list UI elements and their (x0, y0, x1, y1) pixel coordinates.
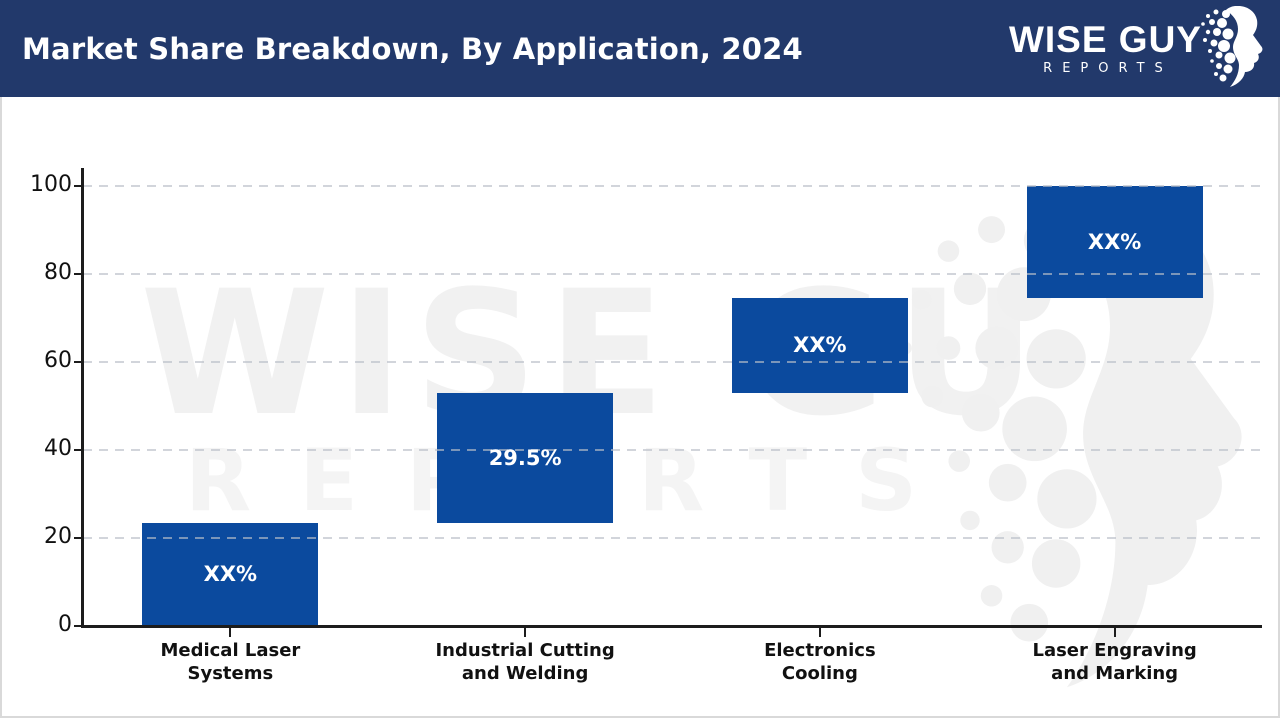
x-tick (524, 628, 527, 637)
bar-value-label: XX% (793, 333, 847, 358)
y-tick (74, 361, 83, 363)
gridline (83, 361, 1262, 363)
y-tick (74, 625, 83, 627)
x-category-label: Medical Laser Systems (160, 640, 301, 684)
y-tick-label: 40 (44, 436, 72, 461)
x-category-label: Laser Engraving and Marking (1032, 640, 1197, 684)
gridline (83, 273, 1262, 275)
logo-text: WISE GUY REPORTS (1009, 21, 1202, 75)
y-tick-label: 0 (58, 612, 72, 637)
x-category-label: Industrial Cutting and Welding (435, 640, 615, 684)
bar (437, 392, 614, 523)
bar (142, 522, 319, 626)
header-bar: Market Share Breakdown, By Application, … (0, 0, 1280, 97)
x-tick (818, 628, 821, 637)
y-tick-label: 100 (30, 172, 72, 197)
wiseguy-logo: WISE GUY REPORTS (1009, 6, 1264, 88)
y-tick-label: 20 (44, 524, 72, 549)
bar-value-label: 29.5% (488, 445, 562, 470)
y-tick-label: 60 (44, 348, 72, 373)
y-tick (74, 185, 83, 187)
logo-wordmark: WISE GUY (1008, 19, 1202, 60)
bar-value-label: XX% (203, 562, 258, 587)
gridline (83, 449, 1262, 451)
x-category-label: Electronics Cooling (764, 640, 876, 684)
gridline (83, 537, 1262, 539)
bar-value-label: XX% (1087, 230, 1142, 255)
y-axis-line (81, 168, 84, 628)
bar (731, 298, 908, 393)
y-tick-label: 80 (44, 260, 72, 285)
x-tick (229, 628, 232, 637)
y-tick (74, 273, 83, 275)
gridline (83, 185, 1262, 187)
x-tick (1113, 628, 1116, 637)
x-axis-line (81, 625, 1262, 628)
y-tick (74, 449, 83, 451)
face-profile-icon (1201, 6, 1263, 87)
logo-subtitle: REPORTS (1043, 61, 1173, 76)
y-tick (74, 537, 83, 539)
page-title: Market Share Breakdown, By Application, … (22, 31, 803, 66)
